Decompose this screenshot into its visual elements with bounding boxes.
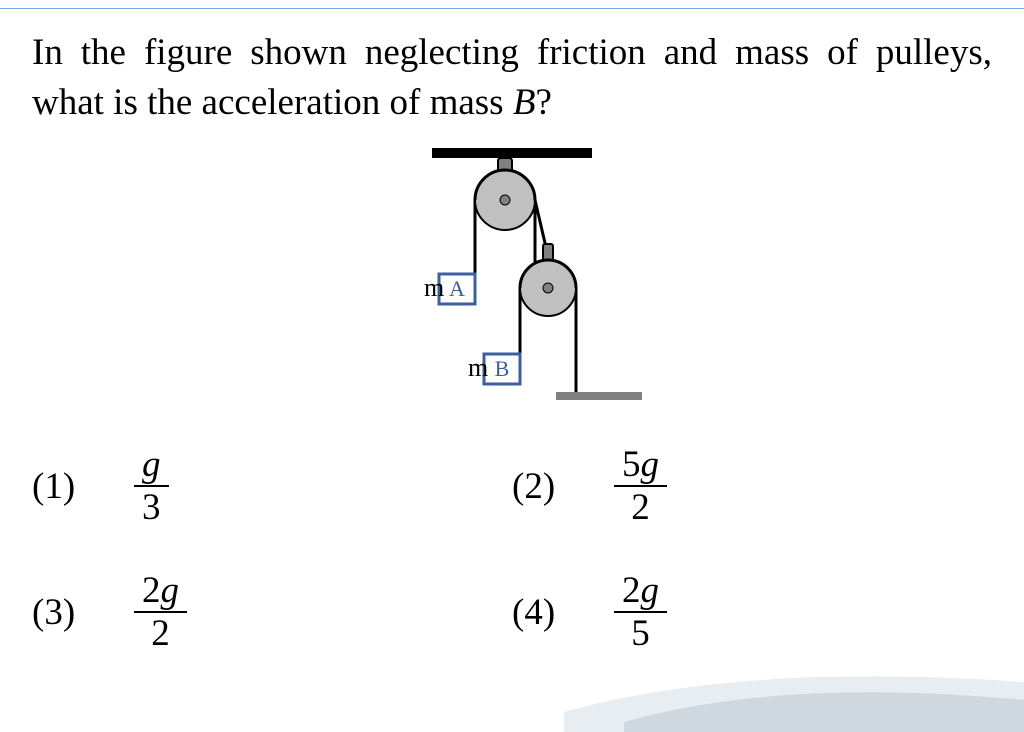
fraction-numerator: 2g <box>134 570 187 613</box>
option-3: (3) 2g 2 <box>32 570 512 654</box>
fraction-numerator: 5g <box>614 444 667 487</box>
options: (1) g 3 (2) 5g 2 (3) 2g 2 (4) 2g 5 <box>32 444 992 654</box>
option-number: (4) <box>512 591 602 634</box>
svg-text:A: A <box>449 276 465 301</box>
top-rule <box>0 8 1024 9</box>
swoosh-light <box>564 676 1024 732</box>
fraction-denominator: 2 <box>623 487 658 528</box>
svg-text:m: m <box>424 273 444 302</box>
fraction-denominator: 5 <box>623 613 658 654</box>
option-fraction: 2g 5 <box>614 570 667 654</box>
fraction-numerator: g <box>134 444 169 487</box>
svg-text:m: m <box>468 353 488 382</box>
page: In the figure shown neglecting friction … <box>0 0 1024 732</box>
option-fraction: 2g 2 <box>134 570 187 654</box>
fraction-numerator: 2g <box>614 570 667 613</box>
option-1: (1) g 3 <box>32 444 512 528</box>
svg-text:B: B <box>495 356 510 381</box>
option-fraction: 5g 2 <box>614 444 667 528</box>
option-4: (4) 2g 5 <box>512 570 992 654</box>
question-suffix: ? <box>535 82 551 123</box>
question-text: In the figure shown neglecting friction … <box>32 28 992 128</box>
option-number: (2) <box>512 465 602 508</box>
swoosh-mid <box>624 692 1024 732</box>
fraction-denominator: 2 <box>143 613 178 654</box>
fraction-denominator: 3 <box>134 487 169 528</box>
option-number: (1) <box>32 465 122 508</box>
question-var: B <box>513 82 536 123</box>
option-number: (3) <box>32 591 122 634</box>
pulley-diagram: mAmB <box>382 138 642 438</box>
option-fraction: g 3 <box>134 444 169 528</box>
figure: mAmB <box>0 138 1024 438</box>
option-2: (2) 5g 2 <box>512 444 992 528</box>
